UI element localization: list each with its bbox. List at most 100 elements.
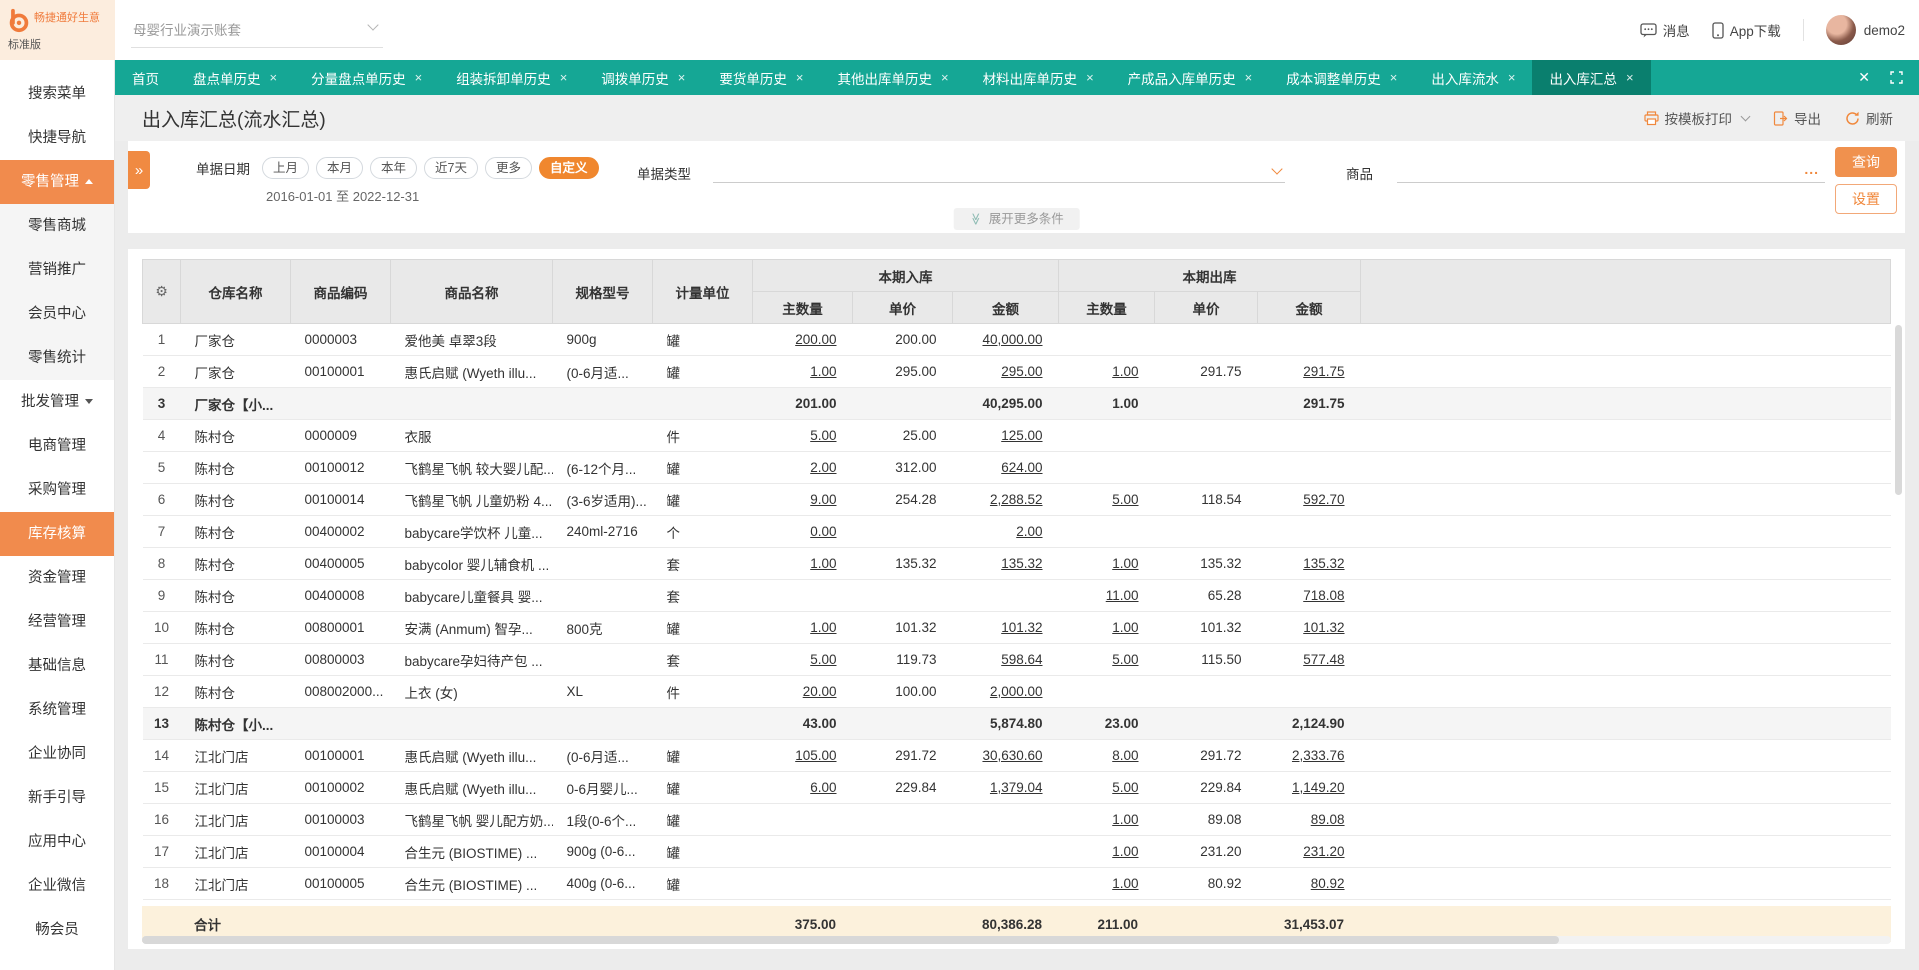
sidebar-item-营销推广[interactable]: 营销推广: [0, 248, 114, 292]
vertical-scrollbar-thumb[interactable]: [1895, 325, 1902, 495]
tab-close-icon[interactable]: ×: [940, 70, 949, 85]
app-download-button[interactable]: App下载: [1712, 20, 1781, 40]
product-picker-ellipsis[interactable]: ...: [1804, 161, 1819, 177]
doc-type-select[interactable]: [713, 161, 1285, 183]
cell-out-qty-link[interactable]: 1.00: [1112, 364, 1139, 379]
search-button[interactable]: 查询: [1835, 147, 1897, 177]
sidebar-item-批发管理[interactable]: 批发管理: [0, 380, 114, 424]
cell-in-amount-link[interactable]: 30,630.60: [982, 748, 1043, 763]
cell-in-qty-link[interactable]: 1.00: [810, 620, 837, 635]
cell-in-qty-link[interactable]: 105.00: [795, 748, 837, 763]
cell-in-amount-link[interactable]: 598.64: [1001, 652, 1043, 667]
cell-in-qty-link[interactable]: 6.00: [810, 780, 837, 795]
tab-close-icon[interactable]: ×: [1625, 70, 1634, 85]
cell-out-amount-link[interactable]: 135.32: [1303, 556, 1345, 571]
cell-out-amount-link[interactable]: 592.70: [1303, 492, 1345, 507]
sidebar-item-快捷导航[interactable]: 快捷导航: [0, 116, 114, 160]
account-select[interactable]: 母婴行业演示账套: [131, 13, 383, 48]
cell-in-amount-link[interactable]: 2.00: [1016, 524, 1043, 539]
cell-out-amount-link[interactable]: 80.92: [1310, 876, 1345, 891]
tab-close-icon[interactable]: ×: [414, 70, 423, 85]
cell-out-amount-link[interactable]: 2,333.76: [1291, 748, 1345, 763]
cell-out-qty-link[interactable]: 5.00: [1112, 492, 1139, 507]
cell-out-amount-link[interactable]: 101.32: [1303, 620, 1345, 635]
col-header-out-qty[interactable]: 主数量: [1058, 291, 1156, 324]
col-header-code[interactable]: 商品编码: [290, 259, 391, 324]
cell-out-qty-link[interactable]: 1.00: [1112, 812, 1139, 827]
cell-out-amount-link[interactable]: 89.08: [1310, 812, 1345, 827]
tab-close-icon[interactable]: ×: [269, 70, 278, 85]
messages-button[interactable]: 消息: [1640, 20, 1690, 40]
tab-close-icon[interactable]: ×: [1389, 70, 1398, 85]
cell-out-qty-link[interactable]: 5.00: [1112, 652, 1139, 667]
tab-成本调整单历史[interactable]: 成本调整单历史 ×: [1269, 60, 1414, 95]
cell-in-amount-link[interactable]: 101.32: [1001, 620, 1043, 635]
tab-close-icon[interactable]: ×: [1507, 70, 1516, 85]
col-header-in-price[interactable]: 单价: [852, 291, 953, 324]
sidebar-item-库存核算[interactable]: 库存核算: [0, 512, 114, 556]
cell-in-amount-link[interactable]: 40,000.00: [982, 332, 1043, 347]
sidebar-item-采购管理[interactable]: 采购管理: [0, 468, 114, 512]
sidebar-item-企业协同[interactable]: 企业协同: [0, 732, 114, 776]
cell-in-qty-link[interactable]: 1.00: [810, 364, 837, 379]
cell-in-amount-link[interactable]: 2,288.52: [989, 492, 1043, 507]
col-header-out-amount[interactable]: 金额: [1257, 291, 1362, 324]
cell-in-amount-link[interactable]: 624.00: [1001, 460, 1043, 475]
col-header-warehouse[interactable]: 仓库名称: [180, 259, 291, 324]
cell-in-qty-link[interactable]: 1.00: [810, 556, 837, 571]
cell-in-qty-link[interactable]: 0.00: [810, 524, 837, 539]
tab-调拨单历史[interactable]: 调拨单历史 ×: [584, 60, 702, 95]
cell-in-qty-link[interactable]: 5.00: [810, 428, 837, 443]
cell-out-qty-link[interactable]: 8.00: [1112, 748, 1139, 763]
cell-in-amount-link[interactable]: 295.00: [1001, 364, 1043, 379]
collapse-filter-button[interactable]: »: [128, 151, 150, 189]
tab-盘点单历史[interactable]: 盘点单历史 ×: [176, 60, 294, 95]
sidebar-item-畅会员[interactable]: 畅会员: [0, 908, 114, 952]
cell-out-qty-link[interactable]: 1.00: [1112, 844, 1139, 859]
sidebar-item-电商管理[interactable]: 电商管理: [0, 424, 114, 468]
cell-out-amount-link[interactable]: 291.75: [1303, 364, 1345, 379]
tab-出入库汇总[interactable]: 出入库汇总 ×: [1532, 60, 1651, 95]
cell-out-qty-link[interactable]: 1.00: [1112, 620, 1139, 635]
date-pill-上月[interactable]: 上月: [262, 157, 310, 179]
sidebar-item-系统管理[interactable]: 系统管理: [0, 688, 114, 732]
sidebar-item-基础信息[interactable]: 基础信息: [0, 644, 114, 688]
tab-close-icon[interactable]: ×: [1244, 70, 1253, 85]
user-menu[interactable]: demo2: [1825, 15, 1905, 45]
date-pill-更多[interactable]: 更多: [485, 157, 533, 179]
fullscreen-icon[interactable]: [1890, 71, 1903, 84]
tab-close-icon[interactable]: ×: [1086, 70, 1094, 85]
cell-in-qty-link[interactable]: 20.00: [802, 684, 837, 699]
tab-close-icon[interactable]: ×: [795, 70, 804, 85]
cell-out-qty-link[interactable]: 11.00: [1105, 588, 1139, 603]
horizontal-scrollbar-thumb[interactable]: [142, 936, 1559, 944]
sidebar-item-新手引导[interactable]: 新手引导: [0, 776, 114, 820]
tab-要货单历史[interactable]: 要货单历史 ×: [702, 60, 820, 95]
product-input[interactable]: ...: [1397, 161, 1825, 183]
expand-more-conditions[interactable]: ≫ 展开更多条件: [953, 208, 1080, 230]
cell-in-amount-link[interactable]: 135.32: [1001, 556, 1043, 571]
col-header-out-price[interactable]: 单价: [1154, 291, 1259, 324]
tab-出入库流水[interactable]: 出入库流水 ×: [1414, 60, 1532, 95]
sidebar-item-搜索菜单[interactable]: 搜索菜单: [0, 72, 114, 116]
cell-out-qty-link[interactable]: 1.00: [1112, 876, 1139, 891]
tab-close-icon[interactable]: ×: [677, 70, 686, 85]
export-button[interactable]: 导出: [1773, 108, 1821, 128]
sidebar-item-零售统计[interactable]: 零售统计: [0, 336, 114, 380]
sidebar-item-零售商城[interactable]: 零售商城: [0, 204, 114, 248]
sidebar-item-零售管理[interactable]: 零售管理: [0, 160, 114, 204]
cell-in-qty-link[interactable]: 5.00: [810, 652, 837, 667]
date-pill-custom[interactable]: 自定义: [539, 157, 599, 179]
tab-产成品入库单历史[interactable]: 产成品入库单历史 ×: [1111, 60, 1270, 95]
date-pill-本年[interactable]: 本年: [370, 157, 418, 179]
date-pill-近7天[interactable]: 近7天: [424, 157, 478, 179]
print-by-template-button[interactable]: 按模板打印: [1643, 108, 1751, 128]
sidebar-item-应用中心[interactable]: 应用中心: [0, 820, 114, 864]
cell-in-amount-link[interactable]: 125.00: [1001, 428, 1043, 443]
settings-button[interactable]: 设置: [1835, 184, 1897, 214]
cell-in-amount-link[interactable]: 1,379.04: [989, 780, 1043, 795]
tab-close-icon[interactable]: ×: [559, 70, 568, 85]
cell-out-amount-link[interactable]: 577.48: [1303, 652, 1345, 667]
cell-in-qty-link[interactable]: 2.00: [810, 460, 837, 475]
sidebar-item-经营管理[interactable]: 经营管理: [0, 600, 114, 644]
